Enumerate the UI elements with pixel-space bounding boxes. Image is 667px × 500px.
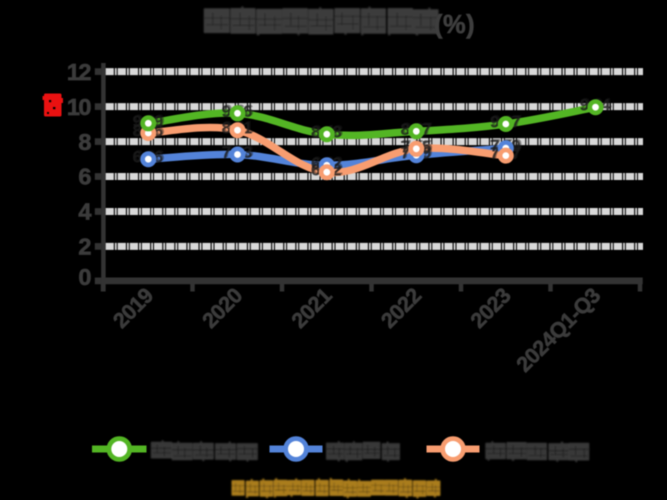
svg-text:6: 6 [78,164,91,190]
svg-text:8: 8 [78,129,91,155]
svg-text:0: 0 [78,264,91,290]
svg-text:12: 12 [67,59,92,85]
svg-text:10: 10 [67,94,92,120]
svg-text:(%): (%) [434,11,475,39]
svg-text:4: 4 [78,199,91,225]
svg-text:2: 2 [78,234,91,260]
